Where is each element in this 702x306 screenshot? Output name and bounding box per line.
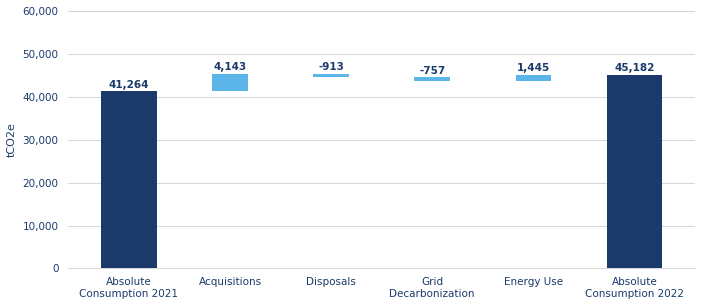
Text: 4,143: 4,143 [213, 62, 246, 72]
Text: 1,445: 1,445 [517, 63, 550, 73]
Bar [313, 73, 349, 77]
Bar [607, 75, 662, 268]
Text: 45,182: 45,182 [614, 63, 654, 73]
Text: -913: -913 [318, 62, 344, 72]
Bar [101, 91, 157, 268]
Bar [212, 73, 248, 91]
Bar [414, 77, 450, 81]
Bar [515, 75, 551, 81]
Text: -757: -757 [419, 66, 445, 76]
Y-axis label: tCO2e: tCO2e [7, 122, 17, 157]
Text: 41,264: 41,264 [109, 80, 149, 90]
